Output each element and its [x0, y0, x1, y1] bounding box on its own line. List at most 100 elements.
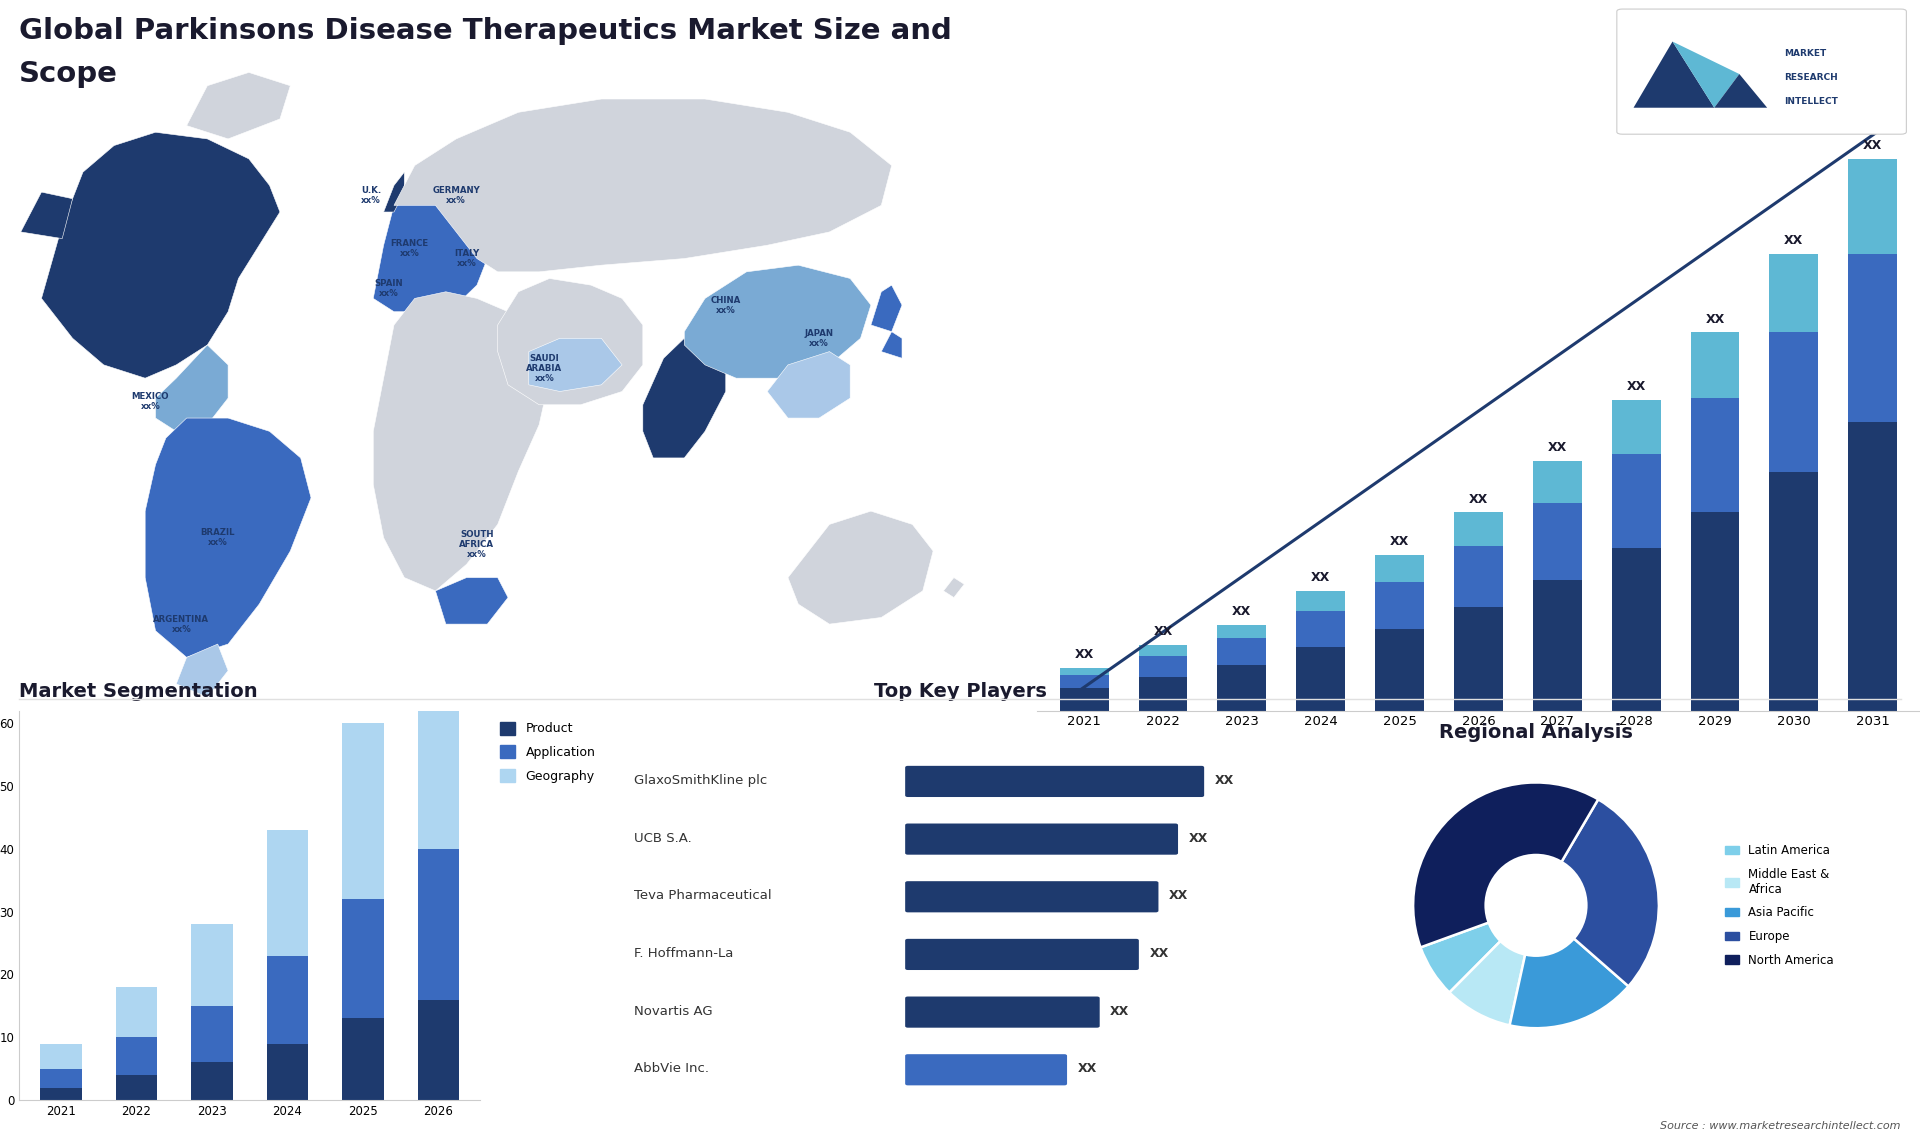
Text: XX: XX	[1469, 493, 1488, 505]
Polygon shape	[156, 345, 228, 431]
Text: UCB S.A.: UCB S.A.	[634, 832, 691, 845]
Bar	[40, 1088, 83, 1100]
Title: Regional Analysis: Regional Analysis	[1440, 723, 1632, 741]
Text: XX: XX	[1390, 535, 1409, 549]
Bar	[1296, 591, 1346, 612]
Bar	[1217, 625, 1267, 638]
Bar	[1060, 688, 1108, 711]
Polygon shape	[384, 172, 405, 212]
Text: CHINA
xx%: CHINA xx%	[710, 296, 741, 315]
Bar	[417, 849, 459, 999]
Text: JAPAN
xx%: JAPAN xx%	[804, 329, 833, 348]
Title: Top Key Players: Top Key Players	[874, 682, 1046, 700]
Bar	[1139, 677, 1187, 711]
FancyBboxPatch shape	[904, 1054, 1068, 1085]
Bar	[1849, 159, 1897, 253]
Text: F. Hoffmann-La: F. Hoffmann-La	[634, 947, 733, 960]
Text: RESEARCH: RESEARCH	[1784, 73, 1837, 83]
Bar	[192, 924, 232, 1006]
Bar	[1690, 398, 1740, 512]
Bar	[1217, 638, 1267, 666]
Polygon shape	[881, 331, 902, 359]
Bar	[1296, 647, 1346, 711]
Wedge shape	[1509, 905, 1628, 1028]
FancyBboxPatch shape	[904, 881, 1158, 912]
Text: AbbVie Inc.: AbbVie Inc.	[634, 1062, 708, 1075]
Polygon shape	[1715, 74, 1766, 108]
Polygon shape	[186, 72, 290, 139]
Bar	[115, 1037, 157, 1075]
Text: XX: XX	[1169, 889, 1188, 903]
Polygon shape	[436, 578, 509, 625]
Bar	[1532, 503, 1582, 580]
Bar	[1611, 549, 1661, 711]
Bar	[1060, 668, 1108, 675]
Bar	[192, 1006, 232, 1062]
Text: MARKET: MARKET	[1784, 49, 1826, 58]
Wedge shape	[1536, 800, 1659, 987]
Bar	[417, 490, 459, 849]
Text: Market Segmentation: Market Segmentation	[19, 682, 257, 700]
Polygon shape	[684, 265, 872, 378]
Bar	[1296, 612, 1346, 647]
Bar	[1690, 332, 1740, 398]
Bar	[1217, 666, 1267, 711]
Legend: Product, Application, Geography: Product, Application, Geography	[495, 716, 601, 787]
Polygon shape	[872, 285, 902, 331]
Text: XX: XX	[1077, 1062, 1096, 1075]
Text: XX: XX	[1188, 832, 1208, 845]
Bar	[1532, 580, 1582, 711]
Text: XX: XX	[1705, 313, 1724, 325]
Polygon shape	[528, 338, 622, 392]
Polygon shape	[177, 644, 228, 697]
Text: U.S.
xx%: U.S. xx%	[79, 299, 98, 317]
Polygon shape	[1634, 41, 1715, 108]
FancyBboxPatch shape	[904, 939, 1139, 970]
Text: ITALY
xx%: ITALY xx%	[453, 249, 480, 268]
Bar	[1375, 629, 1425, 711]
Text: Teva Pharmaceutical: Teva Pharmaceutical	[634, 889, 772, 903]
Bar	[267, 956, 307, 1044]
Bar	[1453, 512, 1503, 547]
Text: GlaxoSmithKline plc: GlaxoSmithKline plc	[634, 775, 766, 787]
Text: INDIA
xx%: INDIA xx%	[660, 402, 687, 421]
Text: XX: XX	[1233, 605, 1252, 618]
Text: XX: XX	[1862, 140, 1882, 152]
Bar	[342, 723, 384, 900]
Bar	[1690, 512, 1740, 711]
Polygon shape	[643, 338, 726, 458]
Bar	[1770, 332, 1818, 472]
Bar	[1849, 253, 1897, 423]
Polygon shape	[497, 278, 643, 405]
Bar	[115, 1075, 157, 1100]
Wedge shape	[1450, 905, 1536, 1026]
Bar	[1060, 675, 1108, 688]
Bar	[267, 830, 307, 956]
Text: BRAZIL
xx%: BRAZIL xx%	[200, 528, 234, 548]
Bar	[1532, 461, 1582, 503]
Text: SOUTH
AFRICA
xx%: SOUTH AFRICA xx%	[459, 529, 495, 559]
Polygon shape	[42, 132, 280, 378]
Bar	[417, 999, 459, 1100]
Text: SAUDI
ARABIA
xx%: SAUDI ARABIA xx%	[526, 354, 563, 383]
Bar	[1611, 400, 1661, 454]
Text: ARGENTINA
xx%: ARGENTINA xx%	[154, 614, 209, 634]
FancyBboxPatch shape	[1617, 9, 1907, 134]
Polygon shape	[768, 352, 851, 418]
Text: FRANCE
xx%: FRANCE xx%	[390, 240, 428, 258]
Bar	[1849, 423, 1897, 711]
Bar	[267, 1044, 307, 1100]
Text: XX: XX	[1110, 1005, 1129, 1018]
Polygon shape	[21, 193, 73, 238]
Text: INTELLECT: INTELLECT	[1784, 97, 1837, 107]
Text: XX: XX	[1311, 572, 1331, 584]
Text: GERMANY
xx%: GERMANY xx%	[432, 186, 480, 205]
Text: Scope: Scope	[19, 60, 117, 87]
Polygon shape	[372, 292, 549, 591]
Polygon shape	[1672, 41, 1740, 108]
Text: XX: XX	[1548, 441, 1567, 454]
Bar	[1139, 645, 1187, 657]
Text: SPAIN
xx%: SPAIN xx%	[374, 278, 403, 298]
Polygon shape	[372, 159, 509, 312]
Polygon shape	[394, 99, 891, 272]
